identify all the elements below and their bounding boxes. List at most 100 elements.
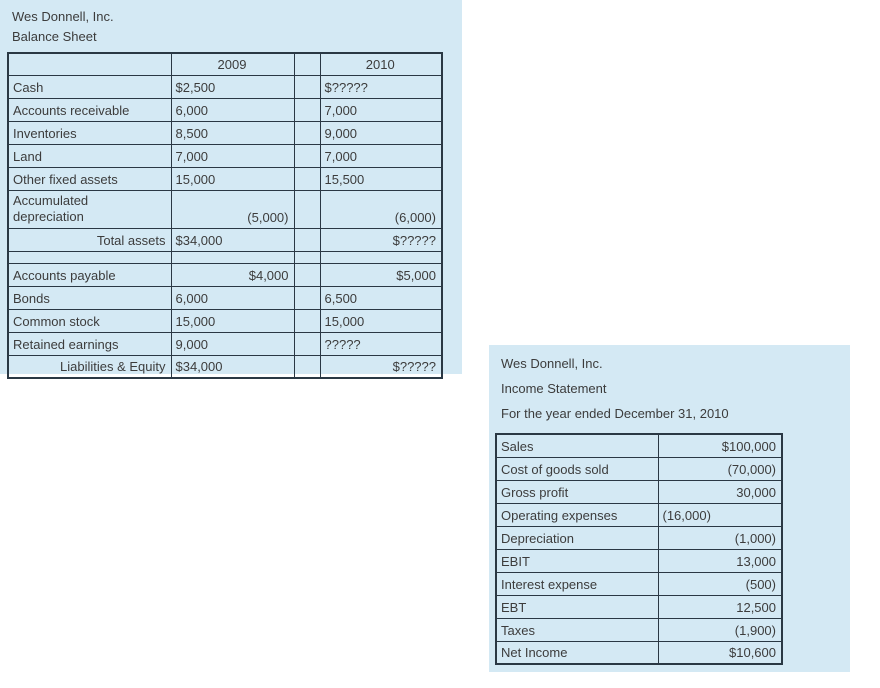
row-value: (1,900) [657,617,783,642]
cell-2010: (6,000) [319,189,443,229]
table-row-taxes: Taxes (1,900) [495,617,783,642]
header-row: 2009 2010 [7,52,443,76]
row-label: Other fixed assets [7,166,172,191]
row-value: (16,000) [657,502,783,527]
table-row-cash: Cash $2,500 $????? [7,74,443,99]
table-row-gross-profit: Gross profit 30,000 [495,479,783,504]
cell-2009: 6,000 [170,97,295,122]
cell-2010: ????? [319,331,443,356]
gap-cell [293,74,321,99]
table-row-sales: Sales $100,000 [495,433,783,458]
row-label: Depreciation [495,525,659,550]
cell-2010: $????? [319,354,443,379]
cell-2010: 15,000 [319,308,443,333]
row-label: Total assets [7,227,172,252]
row-label: Liabilities & Equity [7,354,172,379]
cell-2010: 9,000 [319,120,443,145]
row-value: $10,600 [657,640,783,665]
cell-2009: 9,000 [170,331,295,356]
row-value: (500) [657,571,783,596]
cell-2009: $34,000 [170,227,295,252]
empty-cell [293,250,321,264]
table-row-total-assets: Total assets $34,000 $????? [7,227,443,252]
gap-cell [293,227,321,252]
row-label: EBT [495,594,659,619]
table-row-retained-earnings: Retained earnings 9,000 ????? [7,331,443,356]
row-label: Accounts receivable [7,97,172,122]
balance-sheet-table: 2009 2010 Cash $2,500 $????? Accounts re… [7,52,443,379]
statement-title: Income Statement [501,381,607,396]
table-row-liabilities-equity: Liabilities & Equity $34,000 $????? [7,354,443,379]
corner-cell [7,52,172,76]
cell-2010: $5,000 [319,262,443,287]
col-header-2009: 2009 [170,52,295,76]
table-row-ebt: EBT 12,500 [495,594,783,619]
row-label: Net Income [495,640,659,665]
empty-cell [319,250,443,264]
table-row-land: Land 7,000 7,000 [7,143,443,168]
table-row-accounts-payable: Accounts payable $4,000 $5,000 [7,262,443,287]
row-value: (1,000) [657,525,783,550]
gap-cell [293,166,321,191]
statement-period: For the year ended December 31, 2010 [501,406,729,421]
row-value: 12,500 [657,594,783,619]
table-row-cogs: Cost of goods sold (70,000) [495,456,783,481]
table-row-bonds: Bonds 6,000 6,500 [7,285,443,310]
income-statement-panel: Wes Donnell, Inc. Income Statement For t… [489,345,850,672]
row-label: Operating expenses [495,502,659,527]
gap-cell [293,262,321,287]
row-value: 13,000 [657,548,783,573]
table-row-net-income: Net Income $10,600 [495,640,783,665]
company-name: Wes Donnell, Inc. [12,9,114,24]
cell-2009: 8,500 [170,120,295,145]
company-name: Wes Donnell, Inc. [501,356,603,371]
row-label: EBIT [495,548,659,573]
row-label: Accounts payable [7,262,172,287]
income-statement-table: Sales $100,000 Cost of goods sold (70,00… [495,433,783,665]
empty-cell [7,250,172,264]
row-label: Inventories [7,120,172,145]
row-value: (70,000) [657,456,783,481]
table-row-ebit: EBIT 13,000 [495,548,783,573]
statement-title: Balance Sheet [12,29,97,44]
cell-2009: 15,000 [170,308,295,333]
gap-cell [293,143,321,168]
cell-2009: 7,000 [170,143,295,168]
cell-2009: (5,000) [170,189,295,229]
table-row-accounts-receivable: Accounts receivable 6,000 7,000 [7,97,443,122]
cell-2010: 7,000 [319,97,443,122]
table-row-inventories: Inventories 8,500 9,000 [7,120,443,145]
row-label: Taxes [495,617,659,642]
cell-2009: $2,500 [170,74,295,99]
gap-cell [293,189,321,229]
gap-cell [293,120,321,145]
cell-2009: $4,000 [170,262,295,287]
cell-2009: 6,000 [170,285,295,310]
cell-2010: $????? [319,227,443,252]
cell-2009: 15,000 [170,166,295,191]
row-label: Sales [495,433,659,458]
empty-cell [170,250,295,264]
col-header-2010: 2010 [319,52,443,76]
cell-2010: 6,500 [319,285,443,310]
table-row-depreciation: Depreciation (1,000) [495,525,783,550]
row-label: Bonds [7,285,172,310]
row-label: Common stock [7,308,172,333]
row-label: Accumulated depreciation [7,189,172,229]
row-label: Interest expense [495,571,659,596]
gap-cell [293,52,321,76]
table-row-common-stock: Common stock 15,000 15,000 [7,308,443,333]
gap-cell [293,308,321,333]
row-value: $100,000 [657,433,783,458]
gap-cell [293,285,321,310]
row-label: Gross profit [495,479,659,504]
table-row-operating-expenses: Operating expenses (16,000) [495,502,783,527]
cell-2010: 7,000 [319,143,443,168]
row-value: 30,000 [657,479,783,504]
spacer-row [7,250,443,264]
cell-2009: $34,000 [170,354,295,379]
row-label: Cash [7,74,172,99]
row-label: Retained earnings [7,331,172,356]
balance-sheet-header: Wes Donnell, Inc. Balance Sheet [0,0,462,47]
table-row-other-fixed-assets: Other fixed assets 15,000 15,500 [7,166,443,191]
